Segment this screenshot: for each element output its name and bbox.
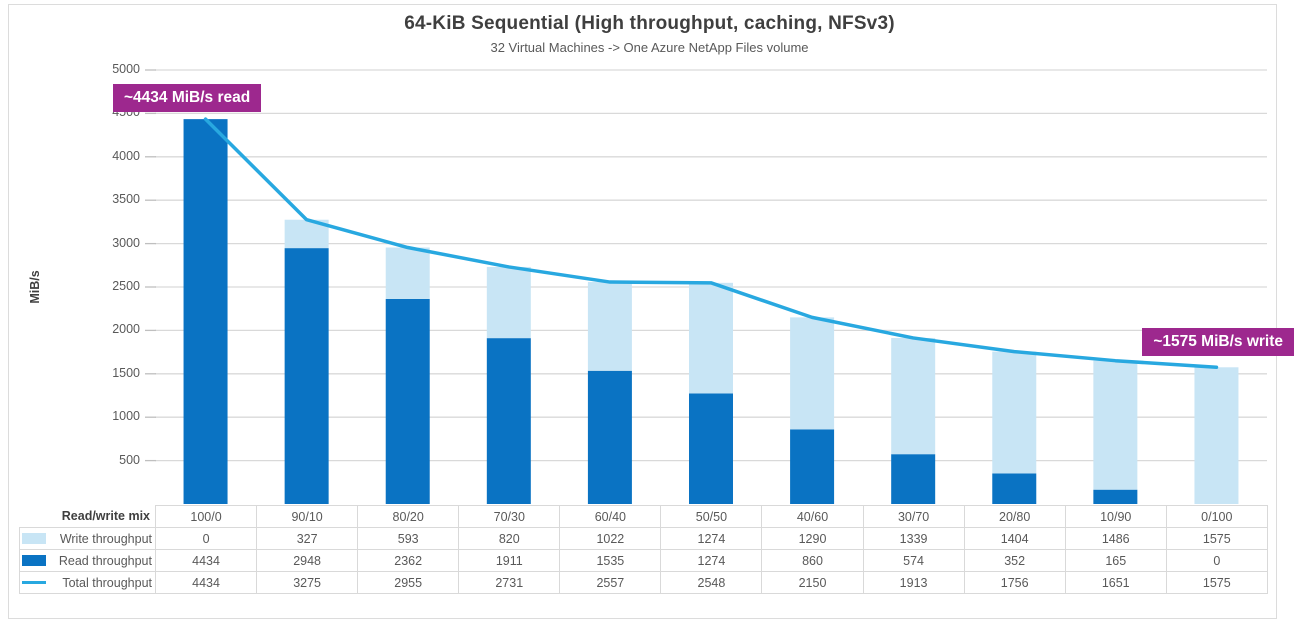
- read-throughput-bar: [992, 473, 1037, 504]
- data-table: Read/write mix 100/0 90/10 80/20 70/30 60/40 5…: [19, 505, 1268, 594]
- category-cell: 30/70: [862, 505, 965, 528]
- table-row-total-throughput: Total throughput 4434 3275 2955 2731 2557 2548…: [19, 571, 1268, 594]
- value-cell: 3275: [256, 571, 359, 594]
- y-tick-label: 1000: [112, 409, 140, 424]
- y-tick-label: 5000: [112, 62, 140, 76]
- legend-write-throughput: Write throughput: [19, 527, 156, 550]
- value-cell: 0: [154, 527, 258, 550]
- category-cell: 80/20: [357, 505, 460, 528]
- write-throughput-bar: [992, 351, 1037, 474]
- value-cell: 1756: [963, 571, 1066, 594]
- value-cell: 1486: [1064, 527, 1167, 550]
- category-cell: 60/40: [559, 505, 662, 528]
- y-tick-label: 3000: [112, 235, 140, 250]
- read-throughput-bar: [689, 393, 733, 504]
- value-cell: 2557: [559, 571, 662, 594]
- value-cell: 1575: [1165, 527, 1268, 550]
- value-cell: 1339: [862, 527, 965, 550]
- read-throughput-bar: [385, 298, 430, 504]
- category-cell: 10/90: [1064, 505, 1167, 528]
- write-throughput-bar: [689, 282, 733, 394]
- value-cell: 327: [256, 527, 359, 550]
- y-tick-label: 2000: [112, 322, 140, 337]
- write-throughput-bar: [486, 266, 531, 339]
- read-throughput-bar: [284, 248, 329, 504]
- annotation-read-callout: ~4434 MiB/s read: [113, 84, 262, 112]
- value-cell: 2731: [458, 571, 561, 594]
- value-cell: 1911: [458, 549, 561, 572]
- value-cell: 1274: [660, 549, 763, 572]
- value-cell: 1651: [1064, 571, 1167, 594]
- y-tick-label: 2500: [112, 279, 140, 293]
- value-cell: 4434: [154, 549, 258, 572]
- category-cell: 0/100: [1165, 505, 1268, 528]
- value-cell: 1913: [862, 571, 965, 594]
- y-tick-label: 4000: [112, 148, 140, 163]
- chart-subtitle: 32 Virtual Machines -> One Azure NetApp …: [490, 40, 809, 55]
- annotation-write-callout: ~1575 MiB/s write: [1142, 328, 1294, 356]
- value-cell: 1022: [559, 527, 662, 550]
- legend-read-throughput: Read throughput: [19, 549, 156, 572]
- table-row-categories: Read/write mix 100/0 90/10 80/20 70/30 60/40 5…: [20, 505, 1268, 528]
- value-cell: 2948: [256, 549, 359, 572]
- read-throughput-bar: [486, 338, 531, 504]
- row-header-read-write-mix: Read/write mix: [61, 509, 150, 524]
- value-cell: 574: [862, 549, 965, 572]
- value-cell: 1575: [1165, 571, 1268, 594]
- y-tick-label: 500: [119, 452, 140, 467]
- chart-title: 64-KiB Sequential (High throughput, cach…: [404, 13, 895, 34]
- value-cell: 0: [1165, 549, 1268, 572]
- category-cell: 40/60: [761, 505, 864, 528]
- write-throughput-bar: [790, 317, 835, 430]
- value-cell: 820: [458, 527, 561, 550]
- category-cell: 50/50: [660, 505, 763, 528]
- category-cell: 100/0: [154, 505, 258, 528]
- read-throughput-bar: [1093, 489, 1138, 504]
- read-throughput-bar: [183, 119, 228, 505]
- table-row-read-throughput: Read throughput 4434 2948 2362 1911 1535 1274 8…: [19, 549, 1268, 572]
- value-cell: 2548: [660, 571, 763, 594]
- write-throughput-bar: [891, 337, 936, 455]
- value-cell: 1290: [761, 527, 864, 550]
- write-throughput-bar: [385, 247, 430, 299]
- total-throughput-line: [203, 117, 1219, 370]
- value-cell: 4434: [154, 571, 258, 594]
- read-throughput-bar: [891, 454, 936, 504]
- y-tick-label: 1500: [112, 365, 140, 380]
- value-cell: 2955: [357, 571, 460, 594]
- category-cell: 20/80: [963, 505, 1066, 528]
- legend-label: Read throughput: [58, 553, 152, 568]
- total-throughput-legend-swatch-icon: [22, 581, 46, 584]
- read-throughput-legend-swatch-icon: [22, 555, 46, 566]
- legend-total-throughput: Total throughput: [19, 571, 156, 594]
- value-cell: 352: [963, 549, 1066, 572]
- write-throughput-bar: [1093, 360, 1138, 490]
- category-cell: 90/10: [256, 505, 359, 528]
- y-tick-label: 3500: [112, 192, 140, 207]
- value-cell: 2362: [357, 549, 460, 572]
- category-cell: 70/30: [458, 505, 561, 528]
- value-cell: 2150: [761, 571, 864, 594]
- value-cell: 860: [761, 549, 864, 572]
- legend-label: Write throughput: [59, 531, 152, 546]
- value-cell: 1404: [963, 527, 1066, 550]
- value-cell: 165: [1064, 549, 1167, 572]
- value-cell: 1535: [559, 549, 662, 572]
- read-throughput-bar: [587, 370, 632, 504]
- write-throughput-bar: [587, 282, 632, 371]
- table-row-write-throughput: Write throughput 0 327 593 820 1022 1274 1290 13…: [19, 527, 1268, 550]
- read-throughput-bar: [790, 429, 835, 504]
- write-throughput-legend-swatch-icon: [22, 533, 46, 544]
- write-throughput-bar: [1194, 367, 1239, 504]
- value-cell: 593: [357, 527, 460, 550]
- value-cell: 1274: [660, 527, 763, 550]
- legend-label: Total throughput: [62, 575, 152, 590]
